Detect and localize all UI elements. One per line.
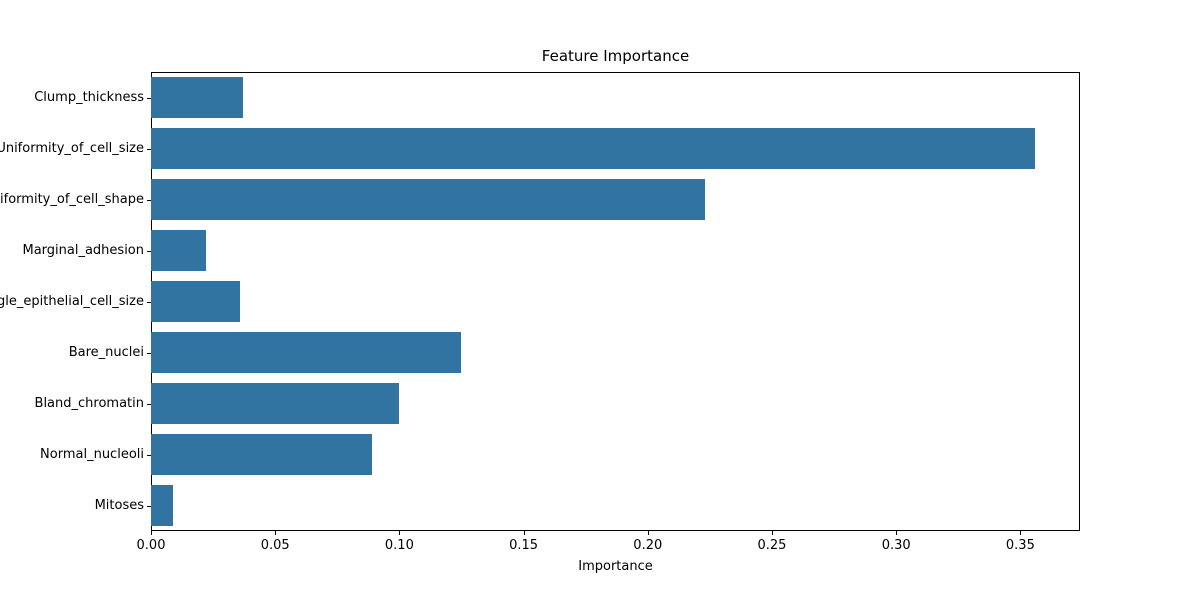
y-tick-label: Marginal_adhesion — [22, 242, 144, 258]
x-tick-mark — [399, 531, 400, 535]
x-tick-label: 0.10 — [384, 538, 414, 553]
x-tick-mark — [772, 531, 773, 535]
x-tick-mark — [275, 531, 276, 535]
bar-clump_thickness — [151, 77, 243, 118]
x-axis-label: Importance — [578, 559, 653, 574]
x-tick-label: 0.15 — [509, 538, 539, 553]
y-tick-label: Clump_thickness — [34, 89, 144, 105]
y-tick-label: Uniformity_of_cell_shape — [0, 191, 144, 207]
x-tick-label: 0.05 — [260, 538, 290, 553]
x-tick-label: 0.30 — [881, 538, 911, 553]
y-tick-label: Mitoses — [94, 497, 144, 513]
y-tick-label: Bare_nuclei — [68, 344, 144, 360]
bar-bare_nuclei — [151, 332, 462, 373]
x-tick-mark — [896, 531, 897, 535]
x-tick-label: 0.20 — [633, 538, 663, 553]
y-tick-mark — [147, 251, 151, 252]
y-tick-label: Bland_chromatin — [34, 395, 144, 411]
chart-title: Feature Importance — [541, 47, 690, 65]
y-tick-mark — [147, 98, 151, 99]
y-tick-label: Single_epithelial_cell_size — [0, 293, 144, 309]
x-tick-mark — [151, 531, 152, 535]
y-tick-mark — [147, 353, 151, 354]
y-tick-mark — [147, 149, 151, 150]
x-tick-mark — [524, 531, 525, 535]
bar-bland_chromatin — [151, 383, 400, 424]
x-tick-label: 0.35 — [1005, 538, 1035, 553]
y-tick-mark — [147, 302, 151, 303]
bar-single_epithelial_cell_size — [151, 281, 241, 322]
bar-normal_nucleoli — [151, 434, 373, 475]
x-tick-label: 0.25 — [757, 538, 787, 553]
y-tick-mark — [147, 404, 151, 405]
x-tick-mark — [648, 531, 649, 535]
x-tick-label: 0.00 — [136, 538, 166, 553]
bar-uniformity_of_cell_shape — [151, 179, 705, 220]
y-tick-mark — [147, 506, 151, 507]
bar-marginal_adhesion — [151, 230, 206, 271]
y-tick-mark — [147, 200, 151, 201]
bar-uniformity_of_cell_size — [151, 128, 1036, 169]
x-tick-mark — [1020, 531, 1021, 535]
y-tick-mark — [147, 455, 151, 456]
bar-mitoses — [151, 485, 174, 526]
y-tick-label: Uniformity_of_cell_size — [0, 140, 144, 156]
y-tick-label: Normal_nucleoli — [40, 446, 144, 462]
